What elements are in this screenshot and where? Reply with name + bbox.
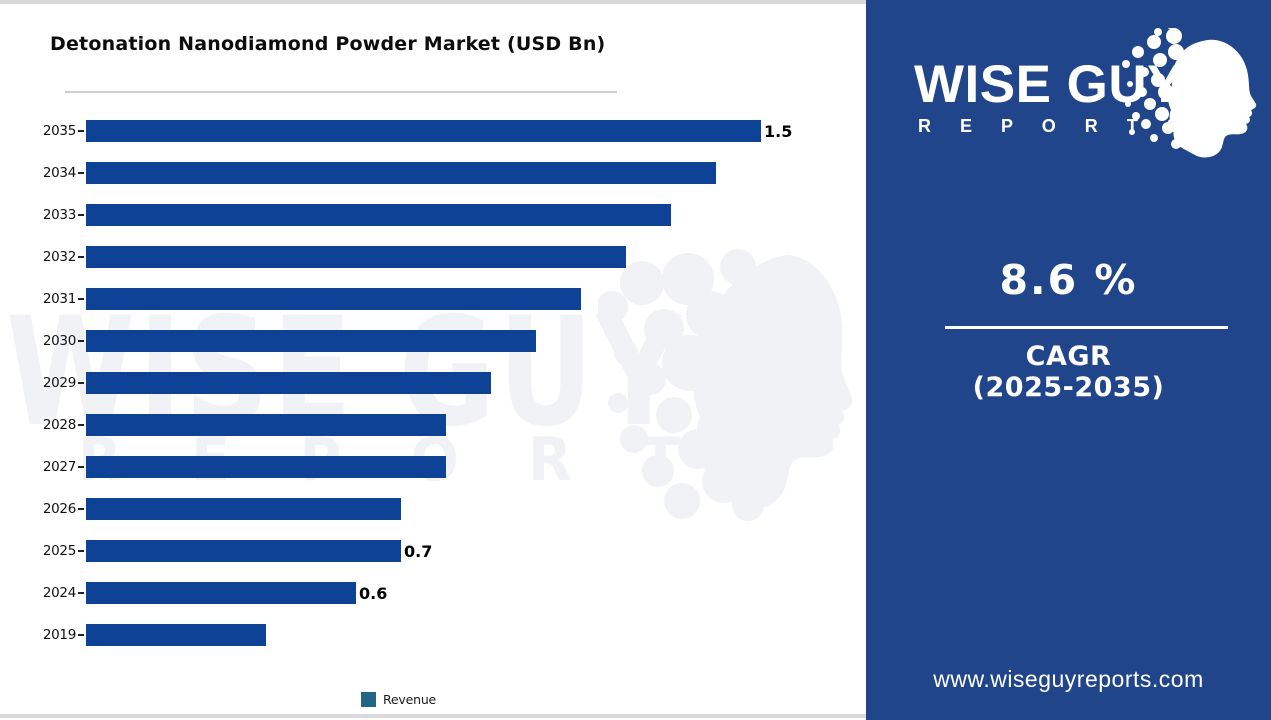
axis-tick-icon (78, 634, 84, 636)
revenue-bar-2026 (86, 498, 401, 520)
y-axis-tick-label: 2024 (42, 585, 76, 601)
axis-tick-icon (78, 424, 84, 426)
top-border-divider (0, 0, 866, 4)
axis-tick-icon (78, 172, 84, 174)
y-axis-tick-label: 2029 (42, 375, 76, 391)
y-axis-tick-label: 2032 (42, 249, 76, 265)
revenue-bar-2029 (86, 372, 491, 394)
y-axis-tick-label: 2026 (42, 501, 76, 517)
bar-row-2025: 2025 0.7 (26, 530, 792, 572)
axis-tick-icon (78, 508, 84, 510)
axis-tick-icon (78, 466, 84, 468)
logo-wordmark: WISE GUY (914, 55, 1184, 114)
y-axis-tick-label: 2034 (42, 165, 76, 181)
cagr-divider (945, 326, 1228, 329)
revenue-bar-2025 (86, 540, 401, 562)
y-axis-tick-label: 2027 (42, 459, 76, 475)
bar-value-label: 1.5 (764, 121, 793, 141)
revenue-bar-2033 (86, 204, 671, 226)
logo-subtext: R E P O R T S (918, 116, 1191, 136)
y-axis-tick-label: 2030 (42, 333, 76, 349)
bar-row-2035: 2035 1.5 (26, 110, 792, 152)
y-axis-tick-label: 2028 (42, 417, 76, 433)
chart-title: Detonation Nanodiamond Powder Market (US… (50, 33, 606, 55)
revenue-bar-2027 (86, 456, 446, 478)
bar-value-label: 0.6 (359, 583, 388, 603)
axis-tick-icon (78, 130, 84, 132)
revenue-bar-2028 (86, 414, 446, 436)
bar-row-2028: 2028 (26, 404, 792, 446)
watermark-head-profile-icon (598, 249, 853, 521)
axis-tick-icon (78, 214, 84, 216)
cagr-value: 8.6 % (999, 256, 1138, 304)
y-axis-tick-label: 2035 (42, 123, 76, 139)
revenue-bar-2035 (86, 120, 761, 142)
y-axis-tick-label: 2031 (42, 291, 76, 307)
bar-row-2030: 2030 (26, 320, 792, 362)
axis-tick-icon (78, 382, 84, 384)
axis-tick-icon (78, 298, 84, 300)
info-panel: WISE GUY R E P O R T S 8.6 % CAGR (2025-… (866, 0, 1271, 720)
cagr-label-line1: CAGR (1025, 341, 1112, 372)
website-link[interactable]: www.wiseguyreports.com (933, 666, 1204, 692)
wise-guy-reports-logo: WISE GUY R E P O R T S (914, 58, 1191, 137)
revenue-bar-2032 (86, 246, 626, 268)
bar-row-2027: 2027 (26, 446, 792, 488)
axis-tick-icon (78, 340, 84, 342)
y-axis-tick-label: 2025 (42, 543, 76, 559)
axis-tick-icon (78, 592, 84, 594)
cagr-label-line2: (2025-2035) (972, 372, 1165, 404)
title-underline-divider (65, 91, 617, 93)
revenue-bar-2030 (86, 330, 536, 352)
bar-row-2033: 2033 (26, 194, 792, 236)
bar-row-2024: 2024 0.6 (26, 572, 792, 614)
bottom-border-divider (0, 714, 866, 718)
bar-value-label: 0.7 (404, 541, 433, 561)
legend-swatch-icon (361, 692, 376, 707)
bar-row-2032: 2032 (26, 236, 792, 278)
axis-tick-icon (78, 550, 84, 552)
cagr-label: CAGR (2025-2035) (866, 341, 1271, 403)
legend-label: Revenue (383, 692, 437, 707)
bar-row-2031: 2031 (26, 278, 792, 320)
bar-row-2026: 2026 (26, 488, 792, 530)
revenue-bar-2019 (86, 624, 266, 646)
revenue-bar-2024 (86, 582, 356, 604)
logo-head-profile-icon (1122, 28, 1257, 158)
y-axis-tick-label: 2019 (42, 627, 76, 643)
revenue-bar-2034 (86, 162, 716, 184)
bar-row-2029: 2029 (26, 362, 792, 404)
bar-rows: 2035 1.5 2034 2033 2032 2031 2030 2029 2028 2027 2… (26, 110, 792, 656)
chart-section: Detonation Nanodiamond Powder Market (US… (0, 0, 866, 720)
revenue-bar-2031 (86, 288, 581, 310)
bar-row-2019: 2019 (26, 614, 792, 656)
axis-tick-icon (78, 256, 84, 258)
legend: Revenue (361, 692, 436, 707)
bar-row-2034: 2034 (26, 152, 792, 194)
y-axis-tick-label: 2033 (42, 207, 76, 223)
